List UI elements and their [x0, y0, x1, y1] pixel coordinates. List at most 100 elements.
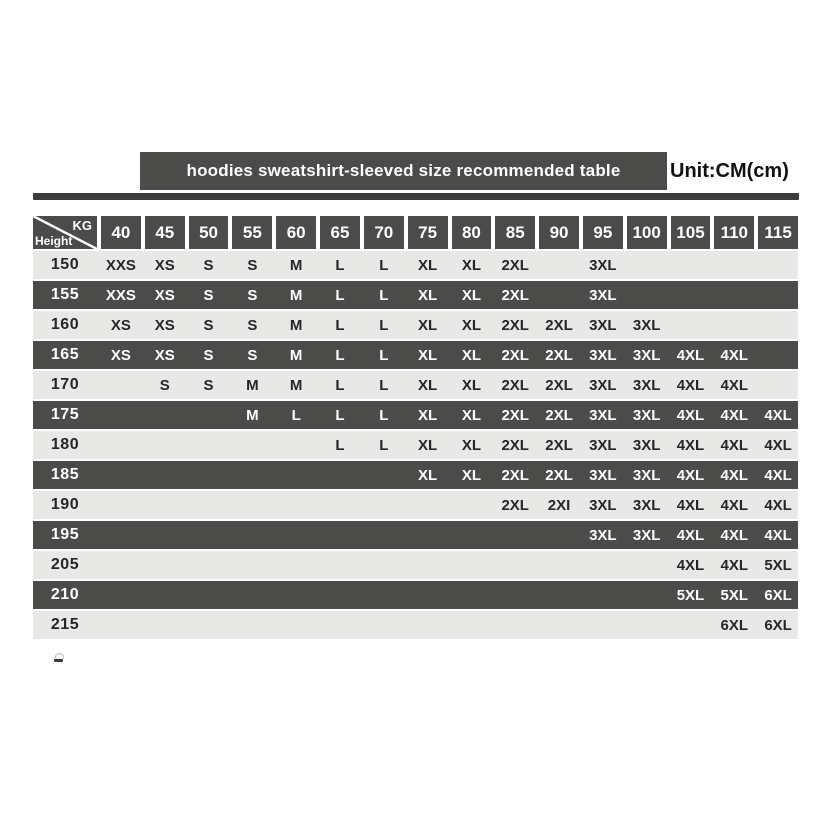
table-row-180: 180 L L XL XL 2XL 2XL 3XL 3XL 4XL 4XL 4XL: [33, 431, 798, 459]
size-cell: S: [159, 376, 170, 394]
height-label: 155: [50, 286, 80, 303]
height-label: 150: [50, 256, 80, 273]
size-cell: XL: [461, 286, 481, 304]
size-cell: 4XL: [676, 466, 705, 484]
size-cell: XL: [418, 406, 438, 424]
size-cell: 2XL: [501, 406, 529, 424]
stray-mark: [53, 653, 65, 665]
column-header-90: 90: [539, 216, 579, 249]
size-cell: XL: [461, 316, 481, 334]
column-header-100: 100: [626, 216, 667, 249]
size-cell: 3XL: [589, 466, 617, 484]
height-label: 190: [50, 496, 80, 513]
size-cell: 4XL: [720, 466, 749, 484]
size-cell: 4XL: [764, 466, 792, 484]
title-bar: hoodies sweatshirt-sleeved size recommen…: [140, 152, 667, 190]
size-cell: 4XL: [720, 496, 749, 514]
size-cell: 4XL: [676, 436, 705, 454]
table-row-170: 170 S S M M L L XL XL 2XL 2XL 3XL 3XL 4XL 4XL: [33, 371, 798, 399]
size-cell: 4XL: [676, 556, 705, 574]
size-cell: 6XL: [764, 616, 792, 634]
size-cell: 2XL: [501, 256, 529, 274]
size-cell: L: [379, 256, 389, 274]
size-cell: S: [203, 256, 214, 274]
size-cell: 4XL: [720, 376, 749, 394]
size-cell: L: [379, 316, 389, 334]
size-cell: S: [247, 286, 258, 304]
size-cell: 2XL: [501, 376, 529, 394]
size-cell: M: [289, 256, 303, 274]
size-cell: L: [379, 376, 389, 394]
size-cell: 2XL: [545, 346, 573, 364]
size-cell: 4XL: [676, 346, 705, 364]
unit-label: Unit:CM(cm): [670, 159, 789, 182]
size-cell: 3XL: [589, 436, 617, 454]
size-cell: 5XL: [720, 586, 749, 604]
size-cell: XL: [418, 256, 438, 274]
size-cell: L: [379, 346, 389, 364]
size-cell: 4XL: [764, 496, 792, 514]
size-cell: S: [203, 286, 214, 304]
column-header-40: 40: [101, 216, 141, 249]
size-cell: XXS: [105, 286, 136, 304]
size-cell: 2XL: [545, 316, 573, 334]
size-cell: L: [335, 316, 345, 334]
column-header-75: 75: [407, 216, 448, 249]
table-row-165: 165 XS XS S S M L L XL XL 2XL 2XL 3XL 3XL 4XL 4XL: [33, 341, 798, 369]
size-cell: 2XL: [501, 436, 529, 454]
diagonal-line: [33, 216, 97, 249]
table-row-150: 150 XXS XS S S M L L XL XL 2XL 3XL: [33, 251, 798, 279]
size-cell: 4XL: [720, 556, 749, 574]
size-cell: S: [203, 316, 214, 334]
size-cell: 4XL: [764, 436, 792, 454]
table-row-185: 185 XL XL 2XL 2XL 3XL 3XL 4XL 4XL 4XL: [33, 461, 798, 489]
size-cell: L: [335, 376, 345, 394]
column-header-55: 55: [232, 216, 273, 249]
size-cell: S: [203, 376, 214, 394]
column-header-row: KG Height 40 45 50 55 60 65 70 75 80 85 90 95 100 105…: [33, 216, 798, 249]
size-cell: L: [335, 346, 345, 364]
size-cell: 3XL: [632, 316, 661, 334]
size-cell: S: [247, 346, 258, 364]
size-cell: 3XL: [632, 436, 661, 454]
size-cell: XXS: [105, 256, 136, 274]
size-cell: 3XL: [632, 466, 661, 484]
size-cell: L: [335, 436, 345, 454]
size-cell: M: [246, 406, 259, 424]
size-cell: L: [335, 406, 345, 424]
size-cell: 3XL: [632, 376, 661, 394]
divider-rule: [33, 193, 799, 200]
height-label: 210: [50, 586, 80, 603]
size-cell: XS: [154, 286, 175, 304]
size-cell: 4XL: [720, 436, 749, 454]
column-header-115: 115: [758, 216, 798, 249]
column-header-60: 60: [276, 216, 317, 249]
page-title: hoodies sweatshirt-sleeved size recommen…: [186, 161, 621, 180]
height-label: 170: [50, 376, 80, 393]
size-cell: 3XL: [589, 346, 617, 364]
size-cell: M: [246, 376, 259, 394]
height-label: 175: [50, 406, 80, 423]
size-table: KG Height 40 45 50 55 60 65 70 75 80 85 90 95 100 105…: [33, 216, 798, 641]
height-label: 165: [50, 346, 80, 363]
size-cell: L: [335, 286, 345, 304]
size-cell: 3XL: [589, 526, 617, 544]
size-cell: XL: [461, 436, 481, 454]
column-header-45: 45: [144, 216, 185, 249]
size-cell: 2XL: [545, 406, 573, 424]
size-cell: XS: [110, 346, 131, 364]
size-cell: 4XL: [764, 526, 792, 544]
size-cell: XL: [461, 406, 481, 424]
size-cell: 4XL: [720, 346, 749, 364]
size-cell: 3XL: [589, 286, 617, 304]
height-label: 195: [50, 526, 80, 543]
corner-header-cell: KG Height: [33, 216, 97, 249]
size-cell: L: [291, 406, 301, 424]
size-cell: M: [289, 376, 303, 394]
size-cell: S: [247, 256, 258, 274]
column-header-80: 80: [451, 216, 492, 249]
size-cell: 6XL: [764, 586, 792, 604]
column-header-70: 70: [363, 216, 404, 249]
size-cell: XL: [418, 466, 438, 484]
size-cell: 2XL: [501, 316, 529, 334]
